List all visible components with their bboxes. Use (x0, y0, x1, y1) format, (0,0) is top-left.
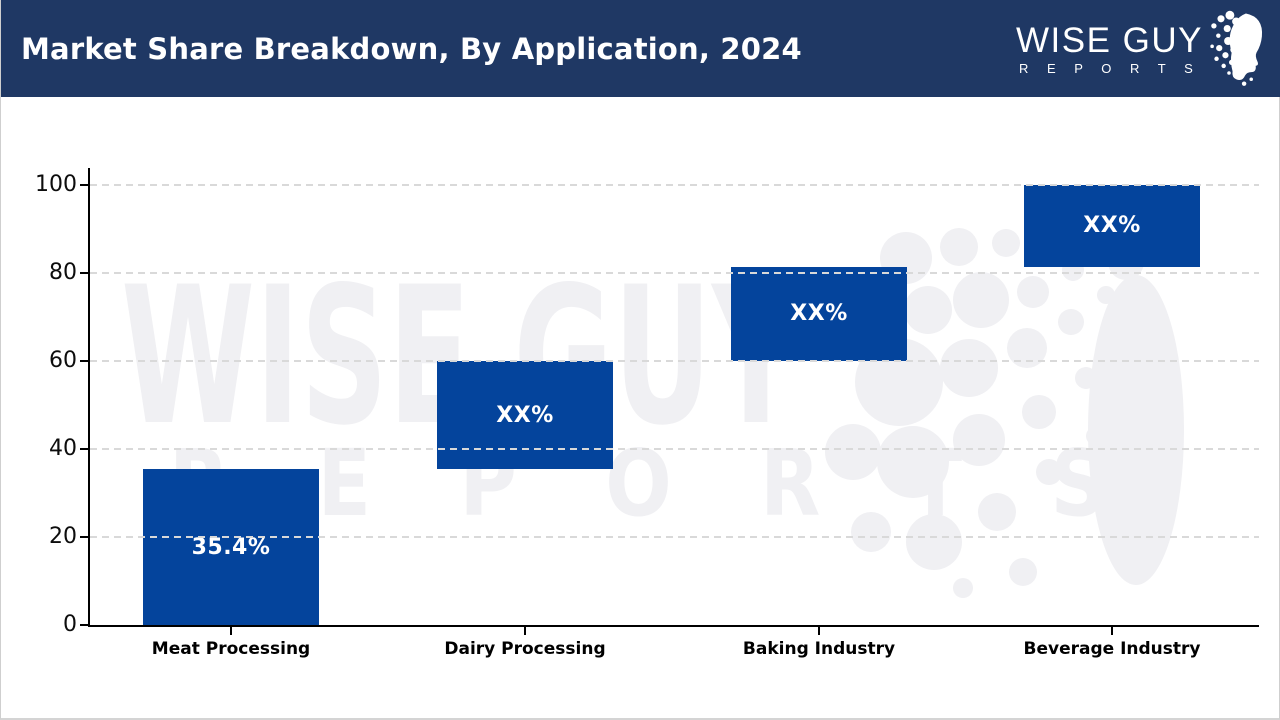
bar-value-label-baking-industry: XX% (790, 301, 848, 327)
y-tick-label-80: 80 (49, 260, 77, 285)
x-tick-baking-industry (818, 626, 820, 635)
x-axis-line (88, 625, 1259, 627)
logo-wordmark: WISE GUY (1015, 21, 1203, 60)
x-tick-dairy-processing (524, 626, 526, 635)
x-label-dairy-processing: Dairy Processing (444, 639, 606, 659)
x-label-baking-industry: Baking Industry (742, 639, 896, 659)
logo-text: WISE GUY R E P O R T S (1015, 21, 1203, 77)
x-label-meat-processing: Meat Processing (151, 639, 311, 659)
header-band: Market Share Breakdown, By Application, … (1, 0, 1280, 97)
bar-value-label-dairy-processing: XX% (496, 402, 554, 428)
y-tick-20 (80, 536, 89, 538)
bar-value-label-meat-processing: 35.4% (191, 534, 271, 560)
gridline-40 (90, 448, 1259, 450)
gridline-100 (90, 184, 1259, 186)
x-tick-beverage-industry (1111, 626, 1113, 635)
x-tick-meat-processing (230, 626, 232, 635)
y-tick-60 (80, 360, 89, 362)
gridline-20 (90, 536, 1259, 538)
y-tick-label-100: 100 (35, 172, 77, 197)
gridline-60 (90, 360, 1259, 362)
bar-dairy-processing: XX% (437, 361, 613, 470)
logo-face-icon (1210, 10, 1263, 86)
y-tick-0 (80, 624, 89, 626)
y-tick-label-20: 20 (49, 524, 77, 549)
y-axis-line (88, 168, 90, 627)
y-tick-label-40: 40 (49, 436, 77, 461)
page-title: Market Share Breakdown, By Application, … (21, 31, 802, 66)
y-tick-80 (80, 272, 89, 274)
gridline-80 (90, 272, 1259, 274)
logo-subtitle: R E P O R T S (1018, 61, 1201, 76)
bar-baking-industry: XX% (731, 266, 907, 361)
wise-guy-reports-logo: WISE GUY R E P O R T S (1016, 4, 1269, 94)
y-tick-label-60: 60 (49, 348, 77, 373)
y-tick-40 (80, 448, 89, 450)
x-label-beverage-industry: Beverage Industry (1023, 639, 1201, 659)
y-tick-100 (80, 184, 89, 186)
bar-meat-processing: 35.4% (143, 469, 319, 625)
bar-value-label-beverage-industry: XX% (1083, 213, 1141, 239)
watermark-subtitle: R E P O R T S (169, 430, 1138, 537)
bar-beverage-industry: XX% (1024, 185, 1200, 267)
y-tick-label-0: 0 (63, 612, 77, 637)
